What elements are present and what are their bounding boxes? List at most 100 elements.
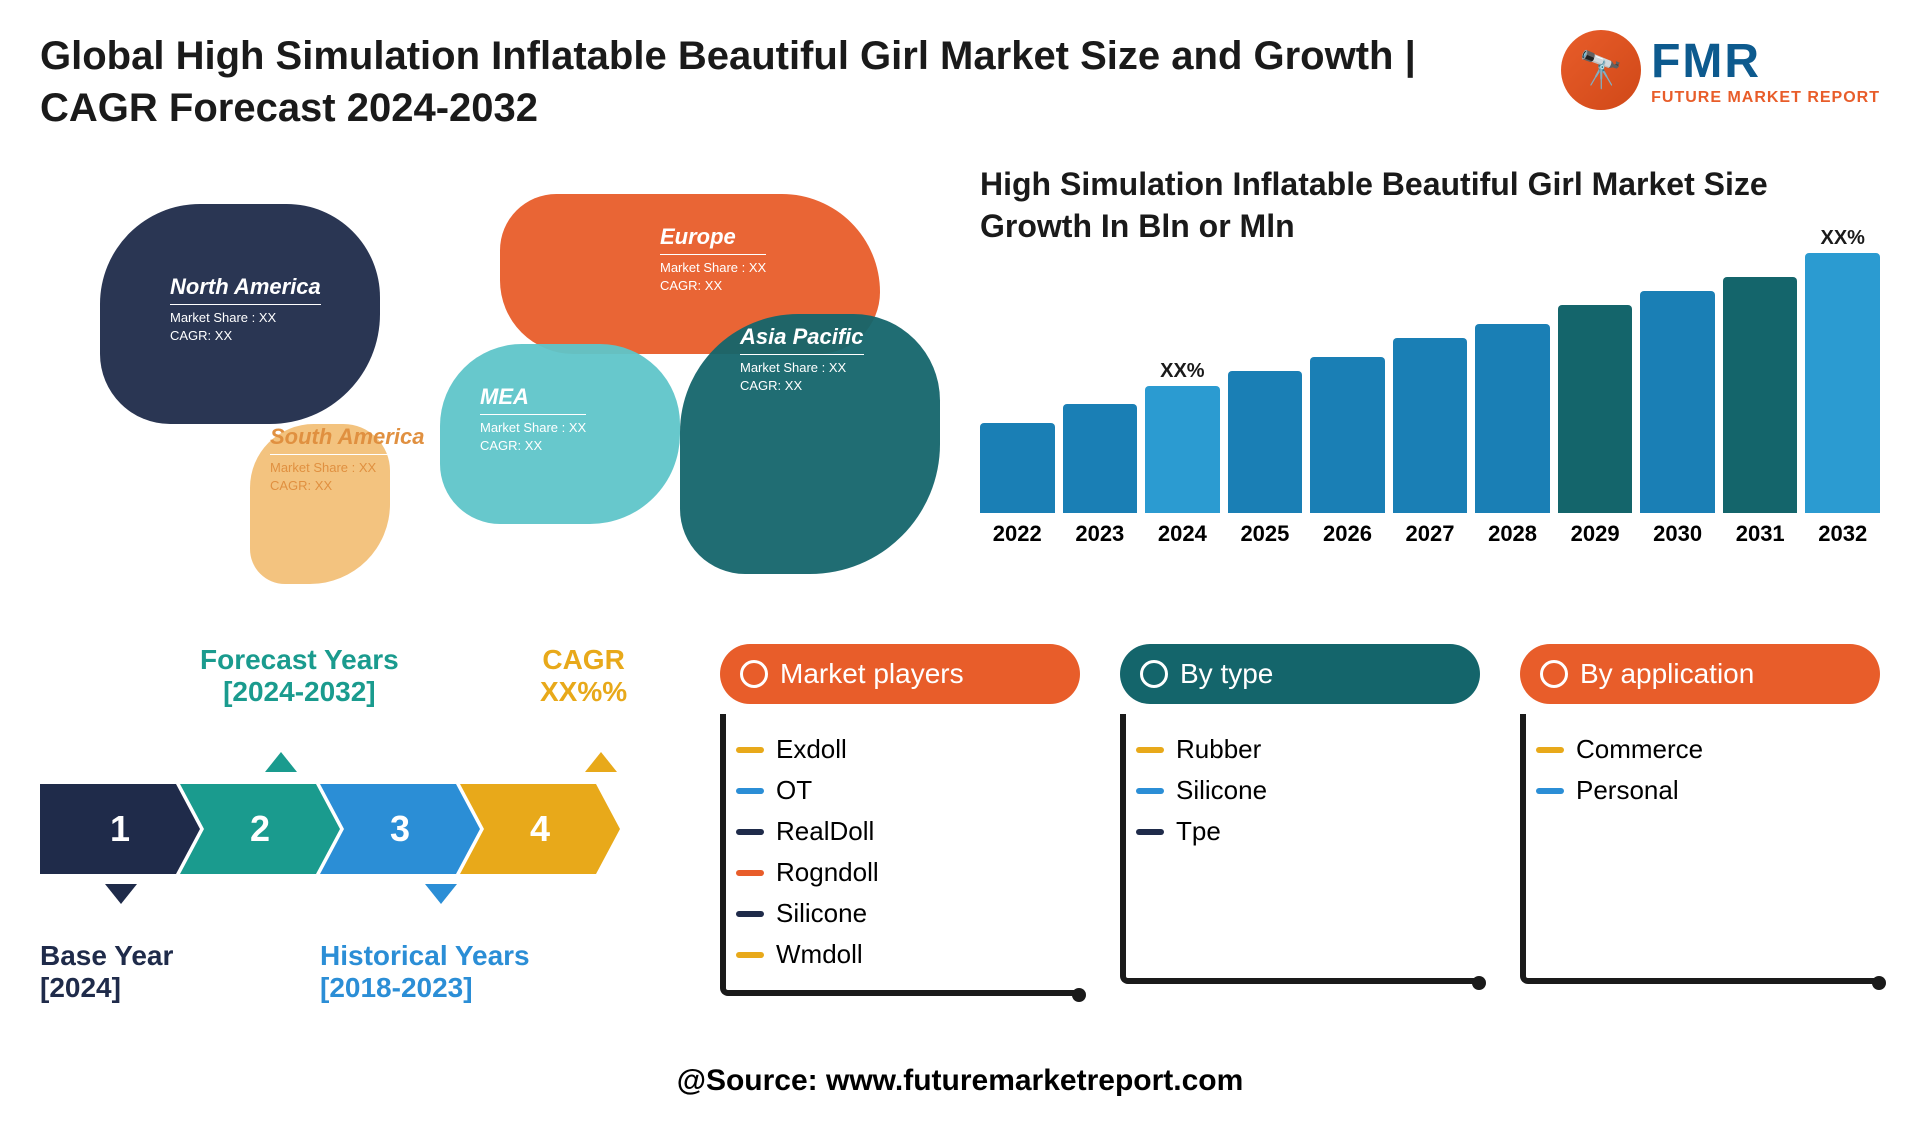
bar-2030: 2030: [1640, 291, 1715, 547]
source-attribution: @Source: www.futuremarketreport.com: [40, 1064, 1880, 1098]
cagr-label: CAGR XX%%: [540, 644, 627, 708]
bar-year-label: 2023: [1075, 521, 1124, 547]
list-item: Commerce: [1536, 734, 1870, 765]
logo: FMR FUTURE MARKET REPORT: [1561, 30, 1880, 110]
bar-2022: 2022: [980, 423, 1055, 547]
logo-sub-text: FUTURE MARKET REPORT: [1651, 89, 1880, 107]
bar: [1063, 404, 1138, 513]
list-item: Exdoll: [736, 734, 1070, 765]
list-item: Rubber: [1136, 734, 1470, 765]
region-label: North AmericaMarket Share : XXCAGR: XX: [170, 274, 321, 345]
bar-year-label: 2025: [1240, 521, 1289, 547]
category-list: Rubber Silicone Tpe: [1120, 714, 1480, 984]
tick-icon: [736, 829, 764, 835]
category-header: By application: [1520, 644, 1880, 704]
region-label: EuropeMarket Share : XXCAGR: XX: [660, 224, 766, 295]
bar-2027: 2027: [1393, 338, 1468, 547]
item-text: Wmdoll: [776, 939, 863, 970]
bar: [1805, 253, 1880, 513]
tick-icon: [1536, 788, 1564, 794]
bar-year-label: 2024: [1158, 521, 1207, 547]
bar: [1640, 291, 1715, 513]
item-text: Exdoll: [776, 734, 847, 765]
list-item: Silicone: [1136, 775, 1470, 806]
item-text: Silicone: [776, 898, 867, 929]
item-text: Tpe: [1176, 816, 1221, 847]
category-list: Commerce Personal: [1520, 714, 1880, 984]
forecast-label: Forecast Years [2024-2032]: [200, 644, 399, 708]
item-text: Personal: [1576, 775, 1679, 806]
tick-icon: [1536, 747, 1564, 753]
bar-2029: 2029: [1558, 305, 1633, 547]
list-item: Tpe: [1136, 816, 1470, 847]
world-map: North AmericaMarket Share : XXCAGR: XX So…: [40, 164, 940, 584]
tick-icon: [1136, 788, 1164, 794]
arrow-up-icon: [265, 752, 297, 772]
timeline-step-3: 3: [320, 784, 480, 874]
bar-value-label: XX%: [1821, 227, 1865, 250]
timeline-info: Forecast Years [2024-2032] CAGR XX%% 123…: [40, 644, 680, 1004]
chevron-timeline: 1234: [40, 784, 620, 874]
tick-icon: [736, 747, 764, 753]
page-title: Global High Simulation Inflatable Beauti…: [40, 30, 1440, 134]
bar-2026: 2026: [1310, 357, 1385, 547]
bar-2023: 2023: [1063, 404, 1138, 547]
bar-year-label: 2029: [1571, 521, 1620, 547]
historical-label: Historical Years [2018-2023]: [320, 940, 530, 1004]
bar-2031: 2031: [1723, 277, 1798, 547]
bar-2028: 2028: [1475, 324, 1550, 547]
arrow-down-icon: [105, 884, 137, 904]
tick-icon: [1136, 747, 1164, 753]
item-text: Silicone: [1176, 775, 1267, 806]
bar-value-label: XX%: [1160, 360, 1204, 383]
region-label: South AmericaMarket Share : XXCAGR: XX: [270, 424, 424, 495]
item-text: Rubber: [1176, 734, 1261, 765]
bar: [980, 423, 1055, 513]
bar: [1145, 386, 1220, 514]
bar-2024: XX% 2024: [1145, 386, 1220, 548]
category-header: Market players: [720, 644, 1080, 704]
timeline-step-2: 2: [180, 784, 340, 874]
bar: [1393, 338, 1468, 513]
tick-icon: [736, 952, 764, 958]
category-columns: Market players Exdoll OT RealDoll Rogndo…: [720, 644, 1880, 996]
item-text: OT: [776, 775, 812, 806]
list-item: Rogndoll: [736, 857, 1070, 888]
category-list: Exdoll OT RealDoll Rogndoll Silicone Wmd…: [720, 714, 1080, 996]
bar-year-label: 2026: [1323, 521, 1372, 547]
region-label: MEAMarket Share : XXCAGR: XX: [480, 384, 586, 455]
growth-chart: High Simulation Inflatable Beautiful Gir…: [980, 164, 1880, 584]
item-text: Commerce: [1576, 734, 1703, 765]
arrow-down-icon: [425, 884, 457, 904]
bar-year-label: 2030: [1653, 521, 1702, 547]
tick-icon: [1136, 829, 1164, 835]
tick-icon: [736, 911, 764, 917]
bar-2032: XX% 2032: [1805, 253, 1880, 547]
category-header: By type: [1120, 644, 1480, 704]
bar-chart: 2022 2023 XX% 2024 2025 2026 2027 2028 20…: [980, 267, 1880, 547]
list-item: Wmdoll: [736, 939, 1070, 970]
bar: [1475, 324, 1550, 513]
bar-year-label: 2031: [1736, 521, 1785, 547]
chart-title: High Simulation Inflatable Beautiful Gir…: [980, 164, 1880, 247]
region-label: Asia PacificMarket Share : XXCAGR: XX: [740, 324, 864, 395]
bar: [1558, 305, 1633, 513]
bar-2025: 2025: [1228, 371, 1303, 547]
logo-icon: [1561, 30, 1641, 110]
list-item: RealDoll: [736, 816, 1070, 847]
tick-icon: [736, 870, 764, 876]
arrow-up-icon: [585, 752, 617, 772]
item-text: Rogndoll: [776, 857, 879, 888]
list-item: OT: [736, 775, 1070, 806]
logo-main-text: FMR: [1651, 34, 1880, 89]
timeline-step-1: 1: [40, 784, 200, 874]
bar-year-label: 2027: [1406, 521, 1455, 547]
category-by-application: By application Commerce Personal: [1520, 644, 1880, 996]
item-text: RealDoll: [776, 816, 874, 847]
category-by-type: By type Rubber Silicone Tpe: [1120, 644, 1480, 996]
list-item: Personal: [1536, 775, 1870, 806]
bar-year-label: 2028: [1488, 521, 1537, 547]
list-item: Silicone: [736, 898, 1070, 929]
bar-year-label: 2022: [993, 521, 1042, 547]
tick-icon: [736, 788, 764, 794]
